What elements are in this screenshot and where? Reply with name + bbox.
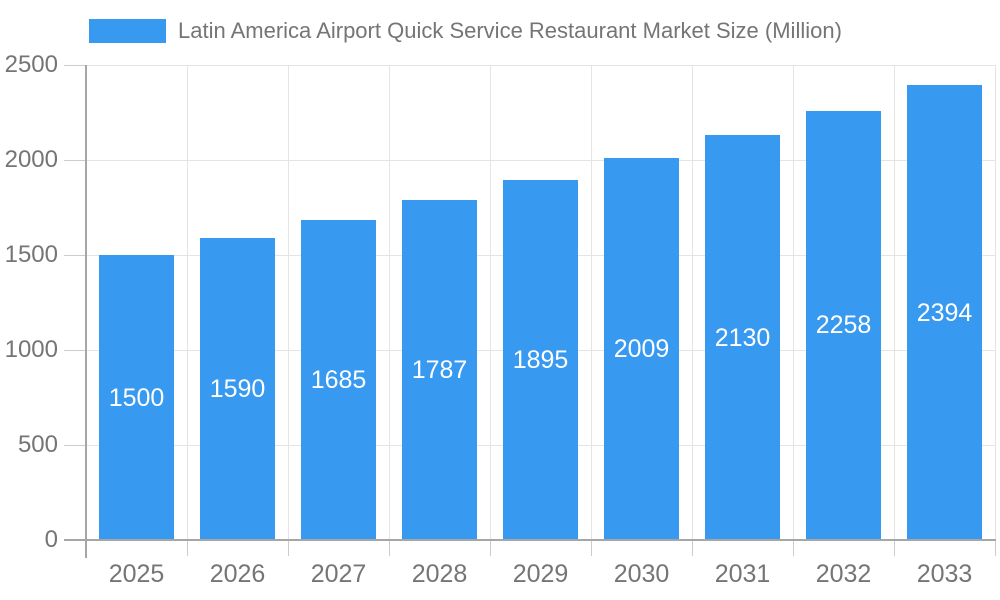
y-axis-label: 1500 (4, 241, 58, 268)
x-tick (994, 540, 996, 556)
y-tick (64, 159, 86, 161)
x-axis-label: 2031 (714, 560, 771, 588)
y-tick (64, 349, 86, 351)
x-gridline (994, 65, 996, 540)
x-gridline (388, 65, 390, 540)
x-axis-label: 2027 (310, 560, 367, 588)
bar (806, 110, 881, 540)
x-tick (792, 540, 794, 556)
x-tick (186, 540, 188, 556)
x-axis-label: 2028 (411, 560, 468, 588)
bar-value-label: 1787 (411, 356, 468, 385)
bar-value-label: 1895 (512, 345, 569, 374)
bar (402, 200, 477, 540)
x-gridline (893, 65, 895, 540)
x-axis-label: 2026 (209, 560, 266, 588)
x-tick (893, 540, 895, 556)
y-axis-label: 500 (17, 431, 58, 458)
x-tick (489, 540, 491, 556)
y-tick (64, 64, 86, 66)
bar (200, 237, 275, 540)
x-gridline (792, 65, 794, 540)
bar-value-label: 2130 (714, 323, 771, 352)
bar-value-label: 1500 (108, 383, 165, 412)
bar (301, 219, 376, 540)
x-tick (287, 540, 289, 556)
y-axis-label: 2000 (4, 146, 58, 173)
x-tick (691, 540, 693, 556)
x-axis-label: 2032 (815, 560, 872, 588)
x-gridline (287, 65, 289, 540)
y-axis-line (85, 65, 87, 558)
x-gridline (489, 65, 491, 540)
x-gridline (691, 65, 693, 540)
bar-value-label: 2394 (916, 298, 973, 327)
bar (604, 158, 679, 540)
legend: Latin America Airport Quick Service Rest… (89, 18, 842, 44)
x-gridline (186, 65, 188, 540)
x-tick (388, 540, 390, 556)
x-axis-label: 2030 (613, 560, 670, 588)
y-axis-label: 2500 (4, 51, 58, 78)
bar-value-label: 1685 (310, 365, 367, 394)
bar (99, 255, 174, 540)
x-tick (590, 540, 592, 556)
y-gridline (86, 159, 995, 161)
x-axis-label: 2025 (108, 560, 165, 588)
bar (705, 135, 780, 540)
x-axis-label: 2033 (916, 560, 973, 588)
bar-value-label: 2009 (613, 335, 670, 364)
x-axis-line (64, 539, 996, 541)
y-axis-label: 1000 (4, 336, 58, 363)
bar (503, 179, 578, 540)
y-gridline (86, 64, 995, 66)
legend-swatch (89, 19, 166, 43)
y-axis-label: 0 (44, 526, 58, 553)
x-gridline (590, 65, 592, 540)
x-axis-label: 2029 (512, 560, 569, 588)
bar-value-label: 1590 (209, 374, 266, 403)
y-tick (64, 444, 86, 446)
y-tick (64, 254, 86, 256)
bar-value-label: 2258 (815, 311, 872, 340)
bar (907, 85, 982, 540)
legend-label: Latin America Airport Quick Service Rest… (178, 18, 842, 43)
